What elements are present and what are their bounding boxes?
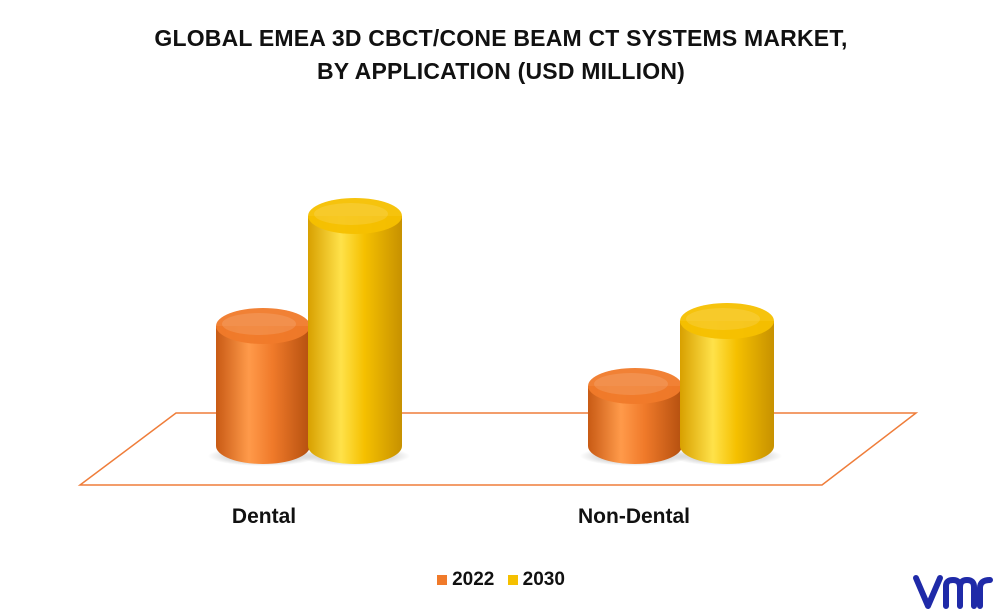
legend-item-2022: 2022: [437, 569, 494, 591]
legend-label-2030: 2030: [522, 569, 565, 590]
chart-title: GLOBAL EMEA 3D CBCT/CONE BEAM CT SYSTEMS…: [0, 22, 1002, 88]
bar-body: [308, 216, 402, 464]
bar-top-highlight: [594, 373, 668, 395]
bar-top: [588, 368, 682, 404]
bar-top: [680, 303, 774, 339]
bar-non-dental-2030: [672, 303, 782, 466]
bar-non-dental-2022: [580, 368, 690, 466]
chart-title-line-2: BY APPLICATION (USD MILLION): [316, 58, 686, 84]
bar-body: [588, 386, 682, 464]
legend-item-2030: 2030: [507, 569, 565, 591]
bars-layer: [208, 198, 782, 466]
category-labels: Dental Non-Dental: [232, 505, 690, 528]
bar-top-highlight: [314, 203, 388, 225]
bar-top-highlight: [686, 308, 760, 330]
bar-dental-2022: [208, 308, 318, 466]
chart-platform: [77, 412, 919, 486]
vmr-logo: [913, 575, 993, 609]
bar-top-highlight: [222, 313, 296, 335]
chart-title-line-1: GLOBAL EMEA 3D CBCT/CONE BEAM CT SYSTEMS…: [154, 25, 848, 51]
category-label-dental: Dental: [232, 505, 296, 528]
bar-body: [216, 326, 310, 464]
legend-swatch-2022: [437, 574, 448, 585]
legend-swatch-2030: [507, 574, 518, 585]
legend: 2022 2030: [0, 569, 1002, 591]
bar-body: [680, 321, 774, 464]
bar-top: [216, 308, 310, 344]
bar-dental-2030: [300, 198, 410, 466]
bar-top: [308, 198, 402, 234]
legend-label-2022: 2022: [452, 569, 495, 590]
category-label-non-dental: Non-Dental: [578, 505, 690, 528]
